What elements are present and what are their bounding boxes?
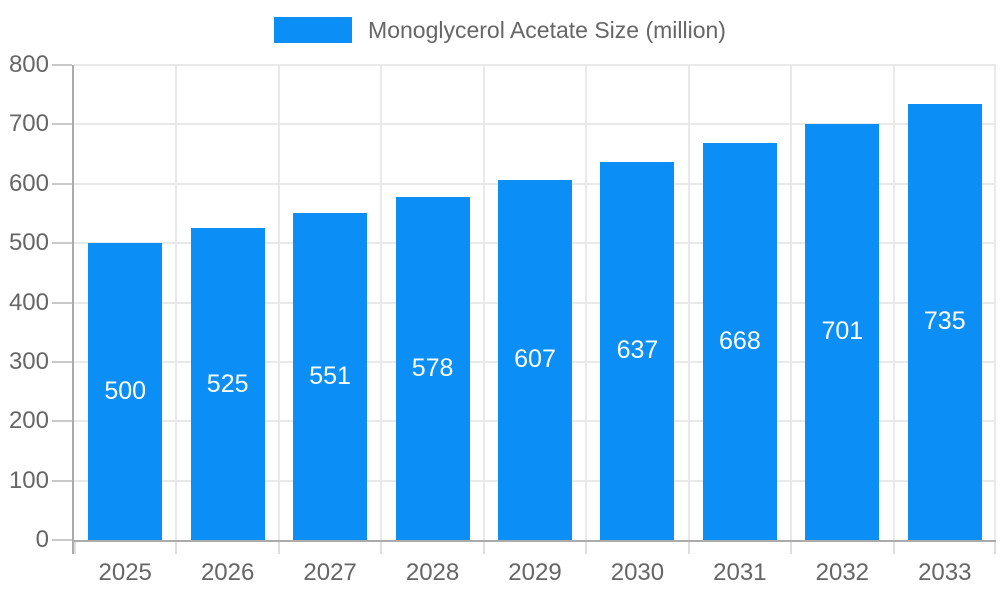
y-axis-line <box>72 65 74 554</box>
y-axis-tick <box>52 242 72 245</box>
y-axis-tick <box>52 539 72 541</box>
y-axis-tick <box>52 64 72 66</box>
bar[interactable]: 500 <box>88 243 163 540</box>
y-axis-label: 800 <box>8 51 49 78</box>
x-axis-tick <box>585 542 588 554</box>
x-axis-tick <box>482 542 485 554</box>
x-axis-tick <box>380 542 383 554</box>
bar-value-label: 525 <box>206 369 249 398</box>
y-axis-label: 600 <box>8 169 49 197</box>
gridline-y <box>74 123 996 126</box>
x-axis-label: 2028 <box>405 559 460 586</box>
y-axis-label: 0 <box>35 526 49 553</box>
legend-swatch-icon <box>274 17 353 43</box>
y-axis-label: 200 <box>8 407 49 435</box>
gridline-x <box>790 65 793 540</box>
y-axis-label: 400 <box>8 288 49 316</box>
gridline-y <box>74 64 996 66</box>
x-axis-label: 2032 <box>815 559 870 586</box>
bar-value-label: 551 <box>309 361 351 390</box>
y-axis-tick <box>52 301 72 304</box>
x-axis-tick <box>175 542 178 554</box>
gridline-x <box>482 65 485 540</box>
x-axis-label: 2026 <box>200 559 255 586</box>
y-axis-label: 500 <box>8 229 49 257</box>
x-axis-tick <box>687 542 690 554</box>
x-axis-label: 2031 <box>713 559 767 586</box>
bar-value-label: 500 <box>104 377 147 406</box>
y-axis-tick <box>52 123 72 126</box>
x-axis-label: 2029 <box>508 559 562 586</box>
x-axis-line <box>72 540 996 542</box>
x-axis-tick <box>994 542 996 554</box>
bar[interactable]: 525 <box>190 228 265 540</box>
gridline-x <box>892 65 895 540</box>
legend: Monoglycerol Acetate Size (million) <box>0 0 1000 43</box>
bar-value-label: 607 <box>514 345 556 374</box>
y-axis-tick <box>52 360 72 363</box>
y-axis-tick <box>52 479 72 482</box>
bar-value-label: 701 <box>821 317 864 346</box>
bar[interactable]: 637 <box>600 161 675 540</box>
x-axis-label: 2033 <box>918 559 972 586</box>
y-axis-label: 700 <box>8 110 49 138</box>
x-axis-tick <box>790 542 793 554</box>
y-axis-tick <box>52 182 72 185</box>
x-axis-label: 2030 <box>610 559 665 586</box>
y-axis-tick <box>52 420 72 423</box>
x-axis-tick <box>892 542 895 554</box>
gridline-x <box>380 65 383 540</box>
bar[interactable]: 578 <box>395 196 470 540</box>
bar[interactable]: 668 <box>702 143 777 540</box>
bar-value-label: 735 <box>923 307 966 336</box>
y-axis-label: 300 <box>8 347 49 375</box>
bar-value-label: 578 <box>411 353 454 382</box>
gridline-x <box>687 65 690 540</box>
x-axis-tick <box>74 542 76 554</box>
bar-value-label: 637 <box>616 336 659 365</box>
gridline-x <box>277 65 280 540</box>
y-axis-label: 100 <box>8 466 49 494</box>
gridline-x <box>994 65 996 540</box>
plot-area: 0 100 200 300 400 500 600 700 800 500 525 551 578 607… <box>9 51 996 586</box>
bar-value-label: 668 <box>719 327 761 356</box>
legend-label: Monoglycerol Acetate Size (million) <box>368 16 726 43</box>
x-axis-tick <box>277 542 280 554</box>
bar[interactable]: 551 <box>293 212 368 540</box>
x-axis-label: 2027 <box>303 559 357 586</box>
bar[interactable]: 735 <box>907 103 982 540</box>
legend-item[interactable]: Monoglycerol Acetate Size (million) <box>274 17 726 43</box>
gridline-x <box>585 65 588 540</box>
bar[interactable]: 701 <box>805 123 880 540</box>
x-axis-label: 2025 <box>98 559 152 586</box>
gridline-x <box>175 65 178 540</box>
bar[interactable]: 607 <box>498 179 572 540</box>
